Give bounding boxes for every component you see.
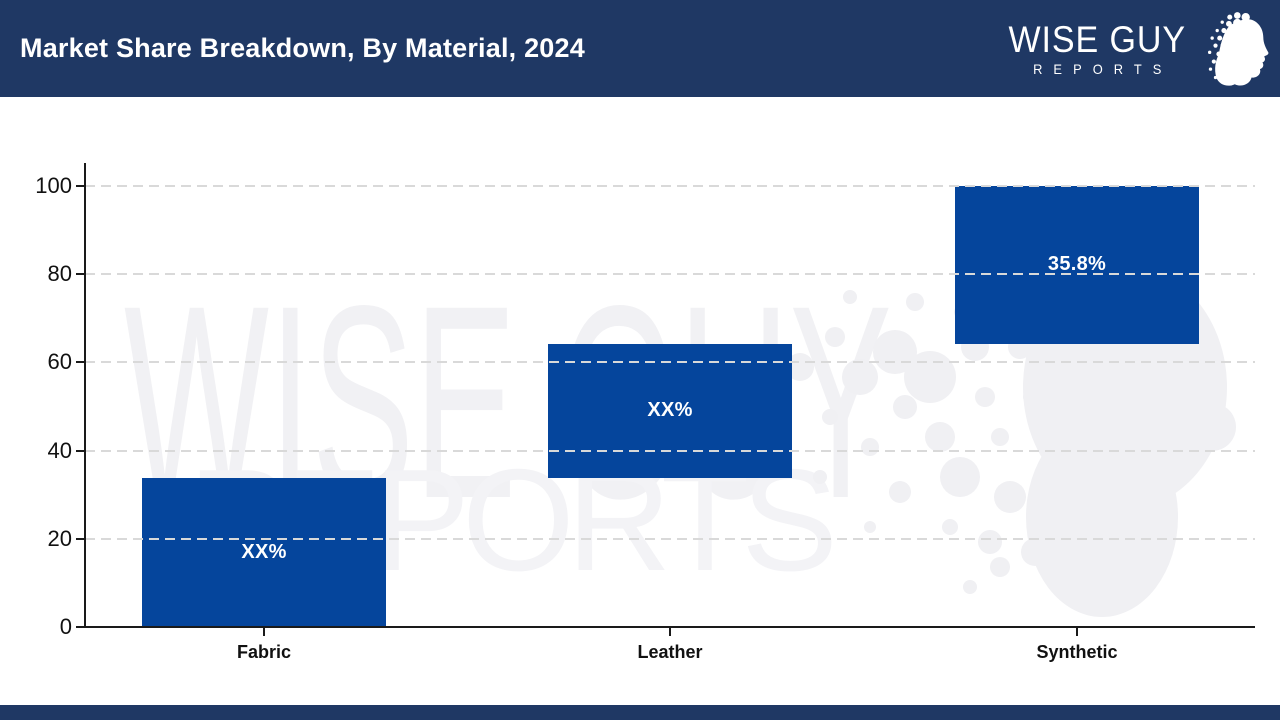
y-tick-label: 20 [47,525,72,551]
y-tick-label: 40 [47,437,72,463]
logo-wordmark: WISE GUY [1008,18,1186,60]
gridline [85,449,1255,452]
gridline [85,361,1255,364]
logo-text: WISE GUY REPORTS [1008,21,1186,77]
y-tick-mark [76,273,84,276]
logo-subtitle: REPORTS [1033,60,1173,77]
x-tick-mark [1076,628,1078,636]
x-tick-label-fabric: Fabric [236,642,292,662]
y-tick-label: 0 [59,614,72,639]
y-tick-label: 100 [35,173,72,198]
bar-fabric[interactable]: XX% [142,477,386,627]
gridline [85,185,1255,187]
gridline [85,273,1255,276]
wise-guy-logo: WISE GUY REPORTS [993,0,1270,97]
header-bar: Market Share Breakdown, By Material, 202… [0,0,1280,97]
bar-value-label: XX% [241,540,287,563]
y-tick-mark [76,537,84,540]
y-tick-mark [76,449,84,452]
y-tick-label: 60 [47,349,72,375]
x-tick-mark [669,628,671,636]
chart-title: Market Share Breakdown, By Material, 202… [20,33,585,63]
chart-canvas: WISE GUY REPORTS 020406080100XX%FabricXX… [0,97,1280,705]
plot-area: 0 20 40 60 80 100 XX% Fabric XX% Leather 35.8% Synt… [0,97,1280,705]
logo-face-icon [1207,11,1269,86]
y-axis [84,163,86,628]
x-tick-label-leather: Leather [637,642,703,662]
bar-leather[interactable]: XX% [548,343,792,478]
x-axis [84,626,1255,628]
y-tick-mark [76,626,84,628]
y-tick-mark [76,185,84,187]
bar-synthetic[interactable]: 35.8% [955,186,1199,344]
x-tick-label-synthetic: Synthetic [1036,642,1118,662]
y-tick-label: 80 [47,261,72,287]
footer-bar [0,705,1280,720]
x-tick-mark [263,628,265,636]
gridline [85,537,1255,540]
y-tick-mark [76,361,84,364]
bar-value-label: XX% [647,399,693,422]
